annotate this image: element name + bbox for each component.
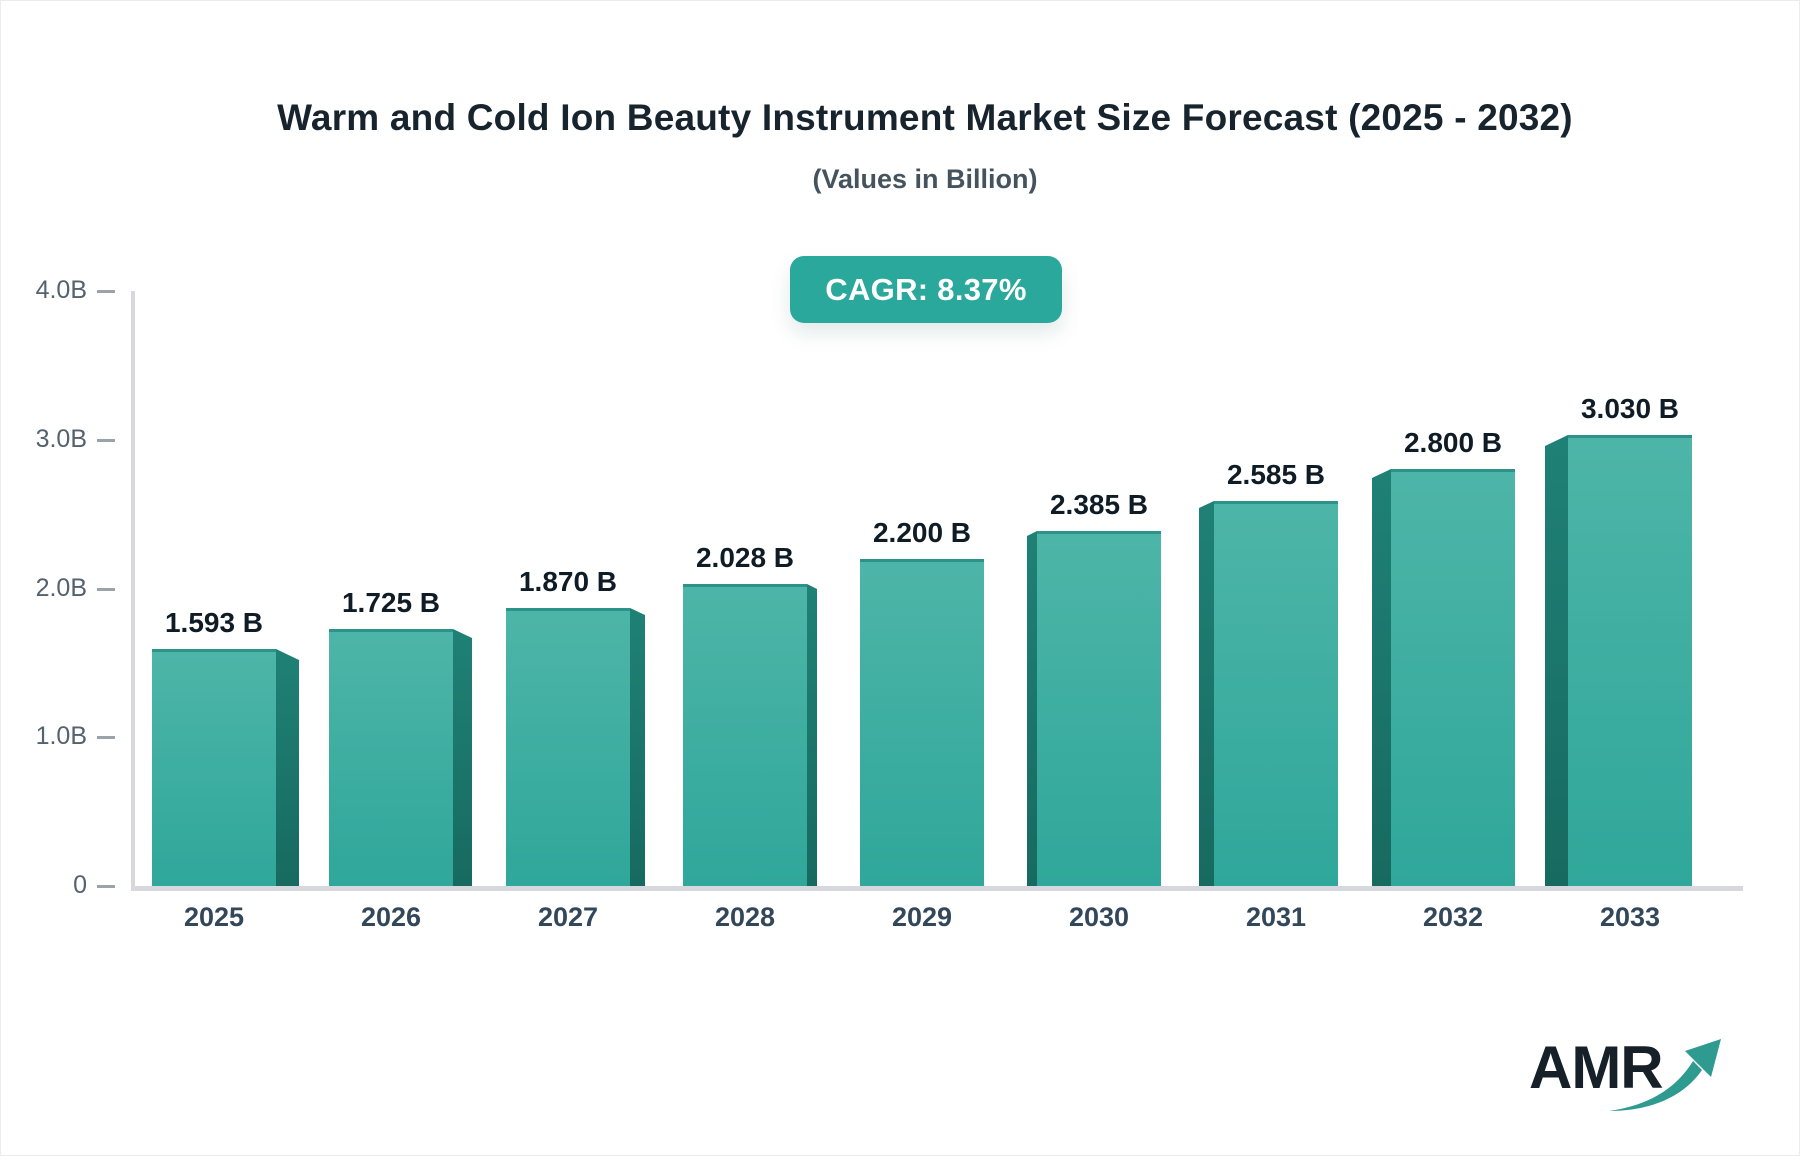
bar-2031 [1214,501,1338,886]
bar-value-label-2025: 1.593 B [164,607,264,638]
y-tick-label: 4.0B [35,276,87,304]
chart-subtitle: (Values in Billion) [812,164,1038,194]
x-tick-label-2025: 2025 [183,902,245,932]
bar-side-2033 [1545,435,1568,886]
x-tick-label-2033: 2033 [1599,902,1661,932]
bar-value-label-2033: 3.030 B [1580,393,1680,424]
x-tick-label-2027: 2027 [537,902,599,932]
chart-title: Warm and Cold Ion Beauty Instrument Mark… [277,97,1573,138]
bar-2029 [860,559,984,886]
x-tick-label-2032: 2032 [1422,902,1484,932]
x-tick-label-2031: 2031 [1245,902,1307,932]
y-tick-label: 2.0B [35,573,87,602]
bar-side-2030 [1027,531,1037,886]
y-tick-mark [97,438,115,442]
bar-value-label-2031: 2.585 B [1226,459,1326,490]
growth-arrow-icon [1609,1039,1721,1111]
y-tick-label: 1.0B [35,722,87,751]
y-tick-mark [97,290,115,293]
bar-2025 [152,649,276,886]
bar-side-2026 [453,629,472,886]
y-tick-label: 0 [73,871,87,899]
bar-value-label-2032: 2.800 B [1403,427,1503,458]
y-tick-mark [97,885,115,888]
y-tick-mark [97,587,115,591]
bar-2033 [1568,435,1692,886]
bar-2032 [1391,469,1515,886]
bar-side-2032 [1372,469,1391,886]
x-tick-label-2026: 2026 [360,902,422,932]
x-tick-label-2030: 2030 [1068,902,1130,932]
bar-value-label-2027: 1.870 B [518,566,618,597]
bar-side-2031 [1199,501,1214,886]
bar-side-2025 [276,649,299,886]
y-axis-line [131,291,135,889]
bar-2030 [1037,531,1161,886]
cagr-badge-label: CAGR: 8.37% [825,271,1027,307]
y-tick-mark [97,736,115,740]
bar-value-label-2029: 2.200 B [872,517,972,548]
bar-2027 [506,608,630,886]
x-tick-label-2029: 2029 [891,902,953,932]
bar-side-2027 [630,608,645,886]
amr-logo: AMR [1529,1037,1739,1137]
bar-2026 [329,629,453,886]
bar-value-label-2030: 2.385 B [1049,489,1149,520]
bar-value-label-2028: 2.028 B [695,542,795,573]
cagr-badge: CAGR: 8.37% [790,256,1062,323]
x-tick-label-2028: 2028 [714,902,776,932]
bar-2028 [683,584,807,886]
x-axis-line [131,886,1743,891]
y-tick-label: 3.0B [35,424,87,453]
amr-logo-text: AMR [1529,1034,1664,1101]
bar-value-label-2026: 1.725 B [341,587,441,618]
bar-side-2028 [807,584,817,886]
